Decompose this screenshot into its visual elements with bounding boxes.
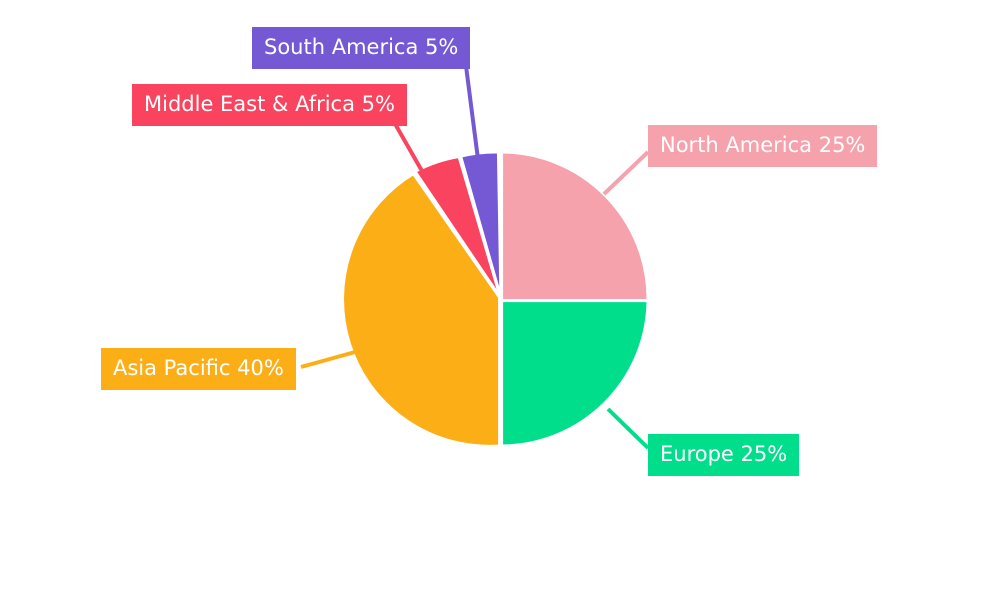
wedge-europe[interactable] [500,299,650,448]
leader-line-asia-pacific [300,350,356,369]
pie-label-middle-east-africa[interactable]: Middle East & Africa 5% [132,84,407,126]
leader-line-north-america [602,150,650,196]
wedge-north-america[interactable] [500,150,650,303]
pie-label-north-america[interactable]: North America 25% [648,125,878,167]
leader-line-middle-east-africa [392,121,432,186]
leader-line-south-america [464,65,481,168]
pie-label-asia-pacific[interactable]: Asia Pacific 40% [101,348,296,390]
pie-wedges [341,150,650,448]
pie-label-europe[interactable]: Europe 25% [648,434,800,476]
wedge-south-america[interactable] [458,150,503,299]
pie-leader-lines [300,65,650,450]
wedge-asia-pacific[interactable] [341,171,502,448]
leader-line-europe [606,407,650,450]
pie-label-south-america[interactable]: South America 5% [252,27,471,69]
